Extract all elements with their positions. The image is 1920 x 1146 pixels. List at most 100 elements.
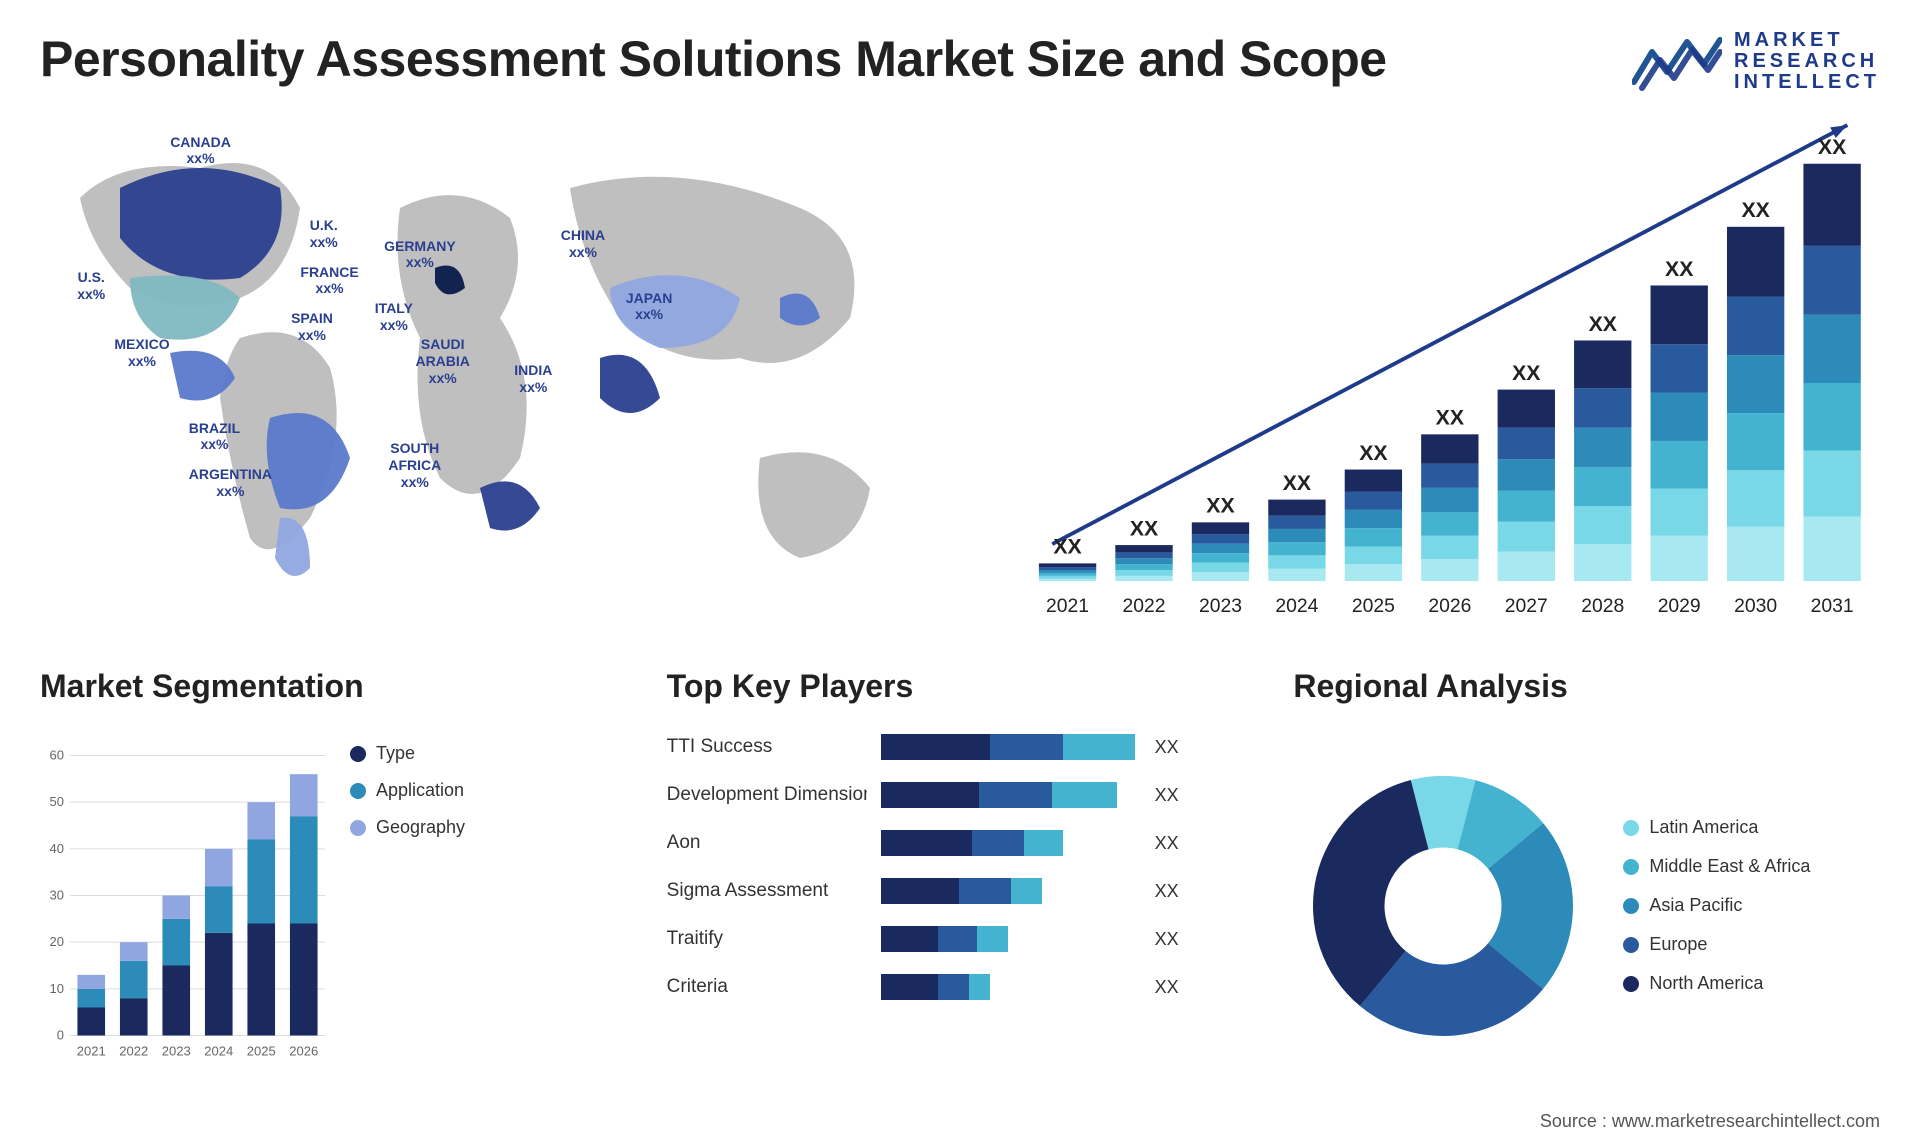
main-growth-chart: XX 2021 XX 2022 XX 2023 XX 2024 XX 2025 XX 2026 XX 20… [1010, 118, 1880, 638]
player-name: Criteria [667, 976, 867, 998]
regional-legend-item: North America [1623, 973, 1810, 994]
svg-text:2029: 2029 [1658, 596, 1701, 617]
player-name: TTI Success [667, 736, 867, 758]
svg-text:2030: 2030 [1734, 596, 1777, 617]
regional-donut-chart [1293, 756, 1593, 1056]
map-country-label: ARGENTINAxx% [189, 466, 272, 500]
svg-text:2023: 2023 [1199, 596, 1242, 617]
map-country-label: BRAZILxx% [189, 420, 240, 454]
player-row: Criteria XX [667, 969, 1254, 1005]
player-bar [881, 830, 1141, 856]
regional-legend: Latin America Middle East & Africa Asia Pa… [1623, 817, 1810, 994]
segmentation-panel: Market Segmentation 01020304050602021202… [40, 668, 627, 1088]
svg-text:2026: 2026 [1428, 596, 1471, 617]
svg-text:2022: 2022 [1123, 596, 1166, 617]
svg-text:2031: 2031 [1811, 596, 1854, 617]
regional-legend-item: Asia Pacific [1623, 895, 1810, 916]
logo-text-2: RESEARCH [1734, 51, 1880, 72]
svg-text:2027: 2027 [1505, 596, 1548, 617]
players-chart: TTI SuccessXXDevelopment DimensionsXXAon… [667, 723, 1254, 1088]
map-country-label: SAUDI ARABIAxx% [403, 336, 483, 386]
svg-text:XX: XX [1512, 361, 1540, 385]
svg-text:30: 30 [50, 888, 64, 903]
player-bar [881, 926, 1141, 952]
player-bar [881, 974, 1141, 1000]
page-title: Personality Assessment Solutions Market … [40, 30, 1387, 88]
svg-text:XX: XX [1665, 257, 1693, 281]
map-country-label: GERMANYxx% [384, 238, 456, 272]
player-row: Aon XX [667, 825, 1254, 861]
svg-text:2021: 2021 [1046, 596, 1089, 617]
player-value: XX [1155, 833, 1179, 854]
player-bar [881, 734, 1141, 760]
segmentation-legend-item: Application [350, 780, 465, 801]
svg-text:2026: 2026 [289, 1044, 318, 1059]
logo-text-3: INTELLECT [1734, 72, 1880, 93]
segmentation-title: Market Segmentation [40, 668, 627, 705]
svg-text:40: 40 [50, 841, 64, 856]
segmentation-legend-item: Type [350, 743, 465, 764]
svg-text:2022: 2022 [119, 1044, 148, 1059]
regional-panel: Regional Analysis Latin America Middle Ea… [1293, 668, 1880, 1088]
players-panel: Top Key Players TTI SuccessXXDevelopment… [667, 668, 1254, 1088]
player-value: XX [1155, 737, 1179, 758]
svg-text:2024: 2024 [1275, 596, 1318, 617]
player-name: Traitify [667, 928, 867, 950]
map-country-label: MEXICOxx% [114, 336, 169, 370]
map-country-label: ITALYxx% [375, 300, 413, 334]
svg-text:2028: 2028 [1581, 596, 1624, 617]
player-value: XX [1155, 785, 1179, 806]
map-country-label: CHINAxx% [561, 227, 605, 261]
player-row: TTI Success XX [667, 729, 1254, 765]
logo-mark-icon [1632, 32, 1722, 92]
map-country-label: U.K.xx% [310, 217, 338, 251]
svg-text:2025: 2025 [1352, 596, 1395, 617]
segmentation-legend-item: Geography [350, 817, 465, 838]
player-row: Traitify XX [667, 921, 1254, 957]
logo-text-1: MARKET [1734, 30, 1880, 51]
svg-text:50: 50 [50, 794, 64, 809]
segmentation-legend: Type Application Geography [350, 723, 465, 1088]
player-bar [881, 878, 1141, 904]
svg-text:0: 0 [57, 1028, 64, 1043]
map-country-label: CANADAxx% [170, 134, 231, 168]
player-name: Aon [667, 832, 867, 854]
map-country-label: SOUTH AFRICAxx% [375, 440, 455, 490]
player-value: XX [1155, 977, 1179, 998]
svg-text:XX: XX [1053, 535, 1081, 559]
regional-legend-item: Europe [1623, 934, 1810, 955]
regional-legend-item: Latin America [1623, 817, 1810, 838]
world-map-icon [40, 118, 970, 638]
map-country-label: SPAINxx% [291, 310, 333, 344]
player-value: XX [1155, 929, 1179, 950]
player-row: Sigma Assessment XX [667, 873, 1254, 909]
svg-text:XX: XX [1818, 135, 1846, 159]
svg-text:2025: 2025 [247, 1044, 276, 1059]
svg-text:XX: XX [1741, 198, 1769, 222]
map-country-label: JAPANxx% [626, 290, 672, 324]
svg-text:XX: XX [1359, 441, 1387, 465]
player-name: Sigma Assessment [667, 880, 867, 902]
player-row: Development Dimensions XX [667, 777, 1254, 813]
svg-text:XX: XX [1206, 494, 1234, 518]
svg-text:XX: XX [1130, 516, 1158, 540]
source-attribution: Source : www.marketresearchintellect.com [1540, 1111, 1880, 1132]
map-country-label: FRANCExx% [300, 264, 358, 298]
svg-text:2023: 2023 [162, 1044, 191, 1059]
map-country-label: INDIAxx% [514, 362, 552, 396]
map-country-label: U.S.xx% [77, 269, 105, 303]
player-name: Development Dimensions [667, 784, 867, 806]
svg-text:60: 60 [50, 748, 64, 763]
svg-text:10: 10 [50, 981, 64, 996]
svg-text:2024: 2024 [204, 1044, 233, 1059]
segmentation-chart: 0102030405060202120222023202420252026 [40, 723, 330, 1088]
svg-text:XX: XX [1436, 406, 1464, 430]
regional-title: Regional Analysis [1293, 668, 1880, 705]
svg-text:20: 20 [50, 934, 64, 949]
brand-logo: MARKET RESEARCH INTELLECT [1632, 30, 1880, 93]
player-bar [881, 782, 1141, 808]
players-title: Top Key Players [667, 668, 1254, 705]
svg-text:XX: XX [1283, 471, 1311, 495]
regional-legend-item: Middle East & Africa [1623, 856, 1810, 877]
player-value: XX [1155, 881, 1179, 902]
